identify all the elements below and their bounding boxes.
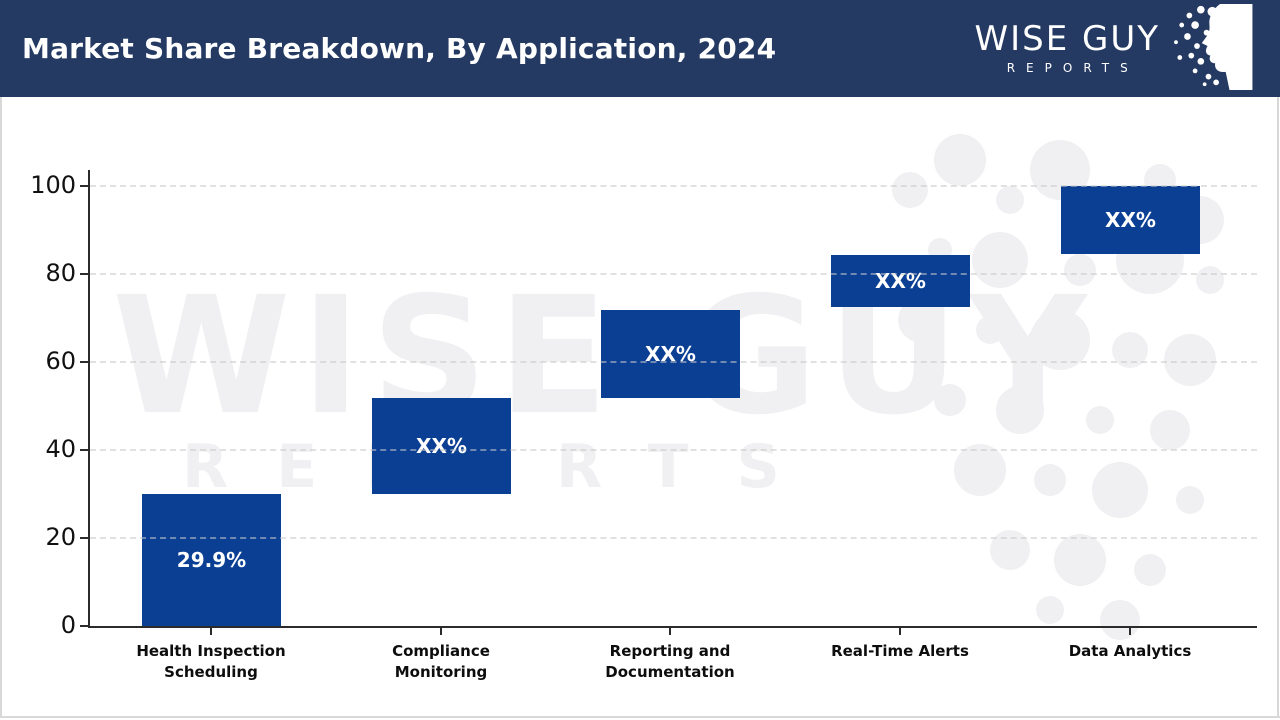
y-tick-label: 60 [45,347,76,375]
y-tick-label: 80 [45,259,76,287]
x-tick-mark [899,627,901,635]
y-tick-mark [80,185,88,187]
bar: XX% [601,309,740,398]
category-label: Real-Time Alerts [831,642,969,660]
bottom-border [0,716,1280,718]
bar: 29.9% [142,494,281,626]
category-label: Reporting and Documentation [605,642,735,681]
bar: XX% [1061,186,1200,254]
wise-guy-logo: WISE GUY REPORTS [974,3,1254,94]
y-tick-mark [80,449,88,451]
y-tick-label: 100 [30,171,76,199]
bar-value-label: XX% [1105,208,1156,233]
y-tick-mark [80,361,88,363]
y-tick-label: 40 [45,435,76,463]
x-tick-mark [210,627,212,635]
category-label: Data Analytics [1068,642,1192,660]
logo-wordmark: WISE GUY [974,19,1160,59]
y-tick-mark [80,537,88,539]
y-axis-line [88,170,90,628]
x-axis-line [88,626,1257,628]
x-tick-mark [440,627,442,635]
bar: XX% [372,398,511,494]
bar-value-label: XX% [645,341,696,366]
y-tick-mark [80,625,88,627]
y-tick-label: 20 [45,523,76,551]
logo-text: WISE GUY REPORTS [974,22,1160,75]
bar-value-label: XX% [416,433,467,458]
gridline [90,273,1257,275]
gridline [90,449,1257,451]
category-label: Health Inspection Scheduling [136,642,286,681]
header-bar: Market Share Breakdown, By Application, … [0,0,1280,97]
x-tick-mark [669,627,671,635]
face-dots-icon [1162,3,1254,94]
left-border [0,97,2,718]
right-border [1277,97,1279,718]
y-tick-mark [80,273,88,275]
bar-value-label: XX% [875,268,926,293]
chart-title: Market Share Breakdown, By Application, … [22,32,777,65]
x-tick-mark [1129,627,1131,635]
y-tick-label: 0 [60,611,76,639]
bar: XX% [831,254,970,307]
category-label: Compliance Monitoring [392,642,490,681]
logo-subtitle: REPORTS [1006,61,1139,75]
bar-value-label: 29.9% [176,548,247,573]
